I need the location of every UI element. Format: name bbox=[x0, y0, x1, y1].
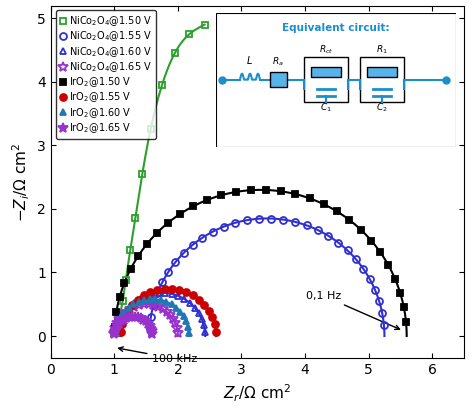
X-axis label: $Z_r/\Omega\ \mathrm{cm}^2$: $Z_r/\Omega\ \mathrm{cm}^2$ bbox=[223, 383, 292, 404]
Text: 100 kHz: 100 kHz bbox=[118, 347, 198, 364]
Legend: NiCo$_2$O$_4$@1.50 V, NiCo$_2$O$_4$@1.55 V, NiCo$_2$O$_4$@1.60 V, NiCo$_2$O$_4$@: NiCo$_2$O$_4$@1.50 V, NiCo$_2$O$_4$@1.55… bbox=[55, 10, 156, 139]
Text: 0,1 Hz: 0,1 Hz bbox=[307, 291, 400, 329]
Y-axis label: $-Z_i/\Omega\ \mathrm{cm}^2$: $-Z_i/\Omega\ \mathrm{cm}^2$ bbox=[10, 142, 31, 222]
